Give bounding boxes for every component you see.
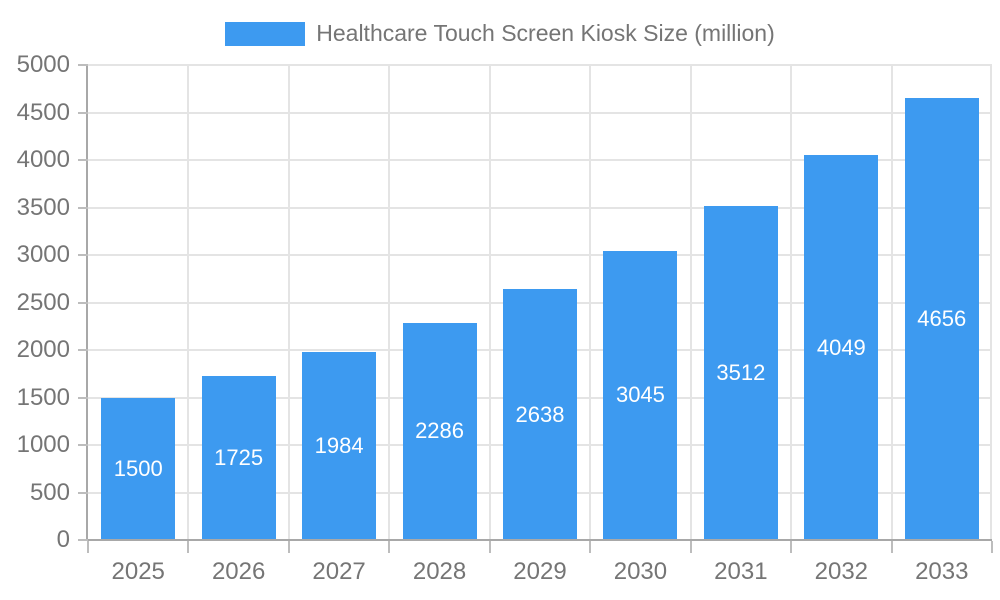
bar: 4049 <box>804 155 879 540</box>
y-axis-tick <box>78 444 88 446</box>
y-axis-tick <box>78 111 88 114</box>
bar: 3512 <box>703 206 778 540</box>
x-tick-label: 2028 <box>412 558 467 585</box>
gridline-horizontal <box>88 64 992 66</box>
gridline-horizontal <box>88 206 992 209</box>
y-axis-tick <box>78 396 88 399</box>
y-axis-tick <box>78 64 88 66</box>
y-tick-label: 2000 <box>16 336 70 363</box>
x-tick-label: 2033 <box>915 558 969 585</box>
y-axis-tick <box>78 206 88 209</box>
x-tick-label: 2031 <box>714 558 768 585</box>
x-tick-label: 2027 <box>312 558 366 585</box>
bar: 1500 <box>101 397 176 540</box>
bar: 3045 <box>603 250 678 540</box>
plot-area: 1500 1725 1984 2286 2638 3045 3512 4049 4656 <box>88 64 992 540</box>
y-axis-tick <box>78 159 88 161</box>
bar-value-label: 1500 <box>113 455 163 481</box>
bar: 1984 <box>302 351 377 540</box>
x-axis-tick <box>287 541 290 553</box>
bar: 4656 <box>904 97 979 540</box>
bar-value-label: 4049 <box>816 334 866 360</box>
x-tick-label: 2026 <box>211 558 266 585</box>
x-axis-tick <box>388 541 391 553</box>
x-tick-label: 2032 <box>814 558 869 585</box>
bar: 1725 <box>201 376 276 540</box>
y-tick-label: 3000 <box>16 241 70 268</box>
x-axis-tick <box>890 541 893 553</box>
y-tick-label: 500 <box>29 478 70 506</box>
y-axis-tick <box>78 539 88 541</box>
legend-label: Healthcare Touch Screen Kiosk Size (mill… <box>316 20 775 46</box>
gridline-vertical <box>689 65 692 540</box>
x-tick-label: 2025 <box>111 558 165 585</box>
gridline-vertical <box>790 65 793 540</box>
y-axis-tick <box>78 491 88 494</box>
y-tick-label: 1000 <box>16 431 70 458</box>
x-axis-tick <box>689 541 692 553</box>
x-axis-tick <box>488 541 491 553</box>
chart-legend: Healthcare Touch Screen Kiosk Size (mill… <box>0 20 1000 47</box>
gridline-vertical <box>187 65 190 540</box>
gridline-vertical <box>890 65 893 540</box>
bar-value-label: 1984 <box>314 432 364 458</box>
legend-swatch <box>225 21 306 46</box>
gridline-vertical <box>990 65 992 540</box>
bar-value-label: 4656 <box>917 305 967 331</box>
gridline-horizontal <box>88 111 992 114</box>
gridline-vertical <box>488 65 491 540</box>
y-axis-tick <box>78 254 88 256</box>
x-tick-label: 2029 <box>513 558 567 585</box>
y-tick-label: 5000 <box>16 51 70 78</box>
y-tick-label: 4500 <box>16 98 70 126</box>
y-tick-label: 2500 <box>16 288 70 316</box>
gridline-vertical <box>287 65 290 540</box>
y-axis-tick <box>78 301 88 304</box>
y-tick-label: 0 <box>56 526 70 553</box>
gridline-horizontal <box>88 159 992 161</box>
x-axis-tick <box>991 541 993 553</box>
gridline-vertical <box>388 65 391 540</box>
x-axis-tick <box>187 541 190 553</box>
y-tick-label: 4000 <box>16 146 70 173</box>
y-tick-label: 3500 <box>16 193 70 221</box>
gridline-vertical <box>589 65 592 540</box>
x-tick-label: 2030 <box>613 558 668 585</box>
bar-value-label: 2638 <box>515 401 565 427</box>
y-axis-tick <box>78 349 88 351</box>
x-axis-tick <box>87 541 89 553</box>
bar: 2286 <box>402 322 477 540</box>
bar-value-label: 1725 <box>214 445 264 471</box>
bar: 2638 <box>503 289 577 540</box>
y-tick-label: 1500 <box>16 383 70 411</box>
gridline-horizontal <box>88 254 992 256</box>
bar-value-label: 3045 <box>615 382 665 408</box>
x-axis-tick <box>589 541 592 553</box>
x-axis-line <box>86 539 992 541</box>
bar-value-label: 2286 <box>415 418 465 444</box>
bar-value-label: 3512 <box>716 360 766 386</box>
x-axis-tick <box>790 541 793 553</box>
